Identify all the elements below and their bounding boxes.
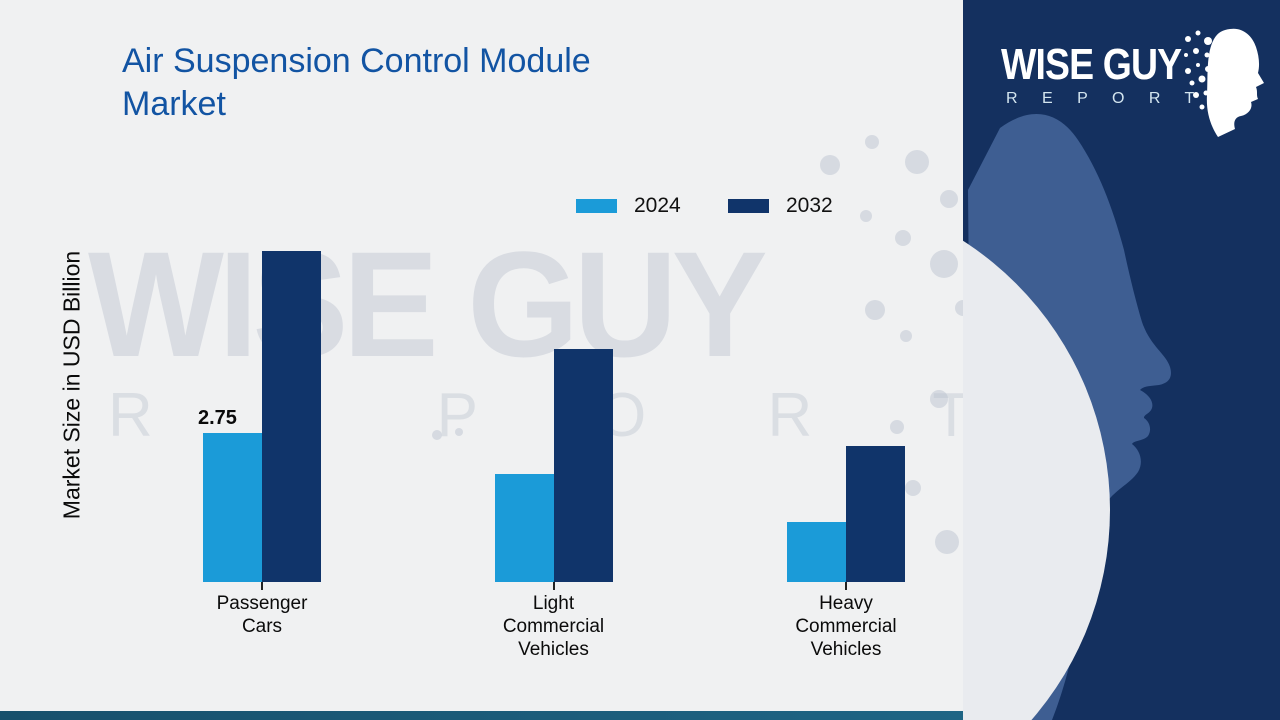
bar-value-label: 2.75 [198, 407, 237, 429]
y-axis-label: Market Size in USD Billion [58, 250, 85, 520]
light-circle [963, 240, 1110, 720]
legend-swatch-2032 [728, 199, 769, 213]
bar-2024-light-commercial-vehicles [494, 474, 554, 582]
watermark-dot [900, 330, 912, 342]
watermark-dot [860, 210, 872, 222]
watermark-dot [890, 420, 904, 434]
legend-item-2032: 2032 [728, 194, 833, 218]
page-title: Air Suspension Control Module Market [122, 42, 591, 123]
watermark-dot [895, 230, 911, 246]
brand-logo-subtext: R E P O R T S [1006, 90, 1240, 107]
category-label-passenger-cars: Passenger Cars [216, 593, 308, 637]
bar-2024-heavy-commercial-vehicles [787, 522, 846, 582]
watermark-dot [930, 390, 948, 408]
category-label-light-commercial-vehicles: Light Commercial Vehicles [502, 593, 605, 660]
head-silhouette-graphic [963, 114, 1171, 720]
x-axis-tick [552, 582, 555, 590]
watermark-dot [865, 300, 885, 320]
watermark-dot [930, 250, 958, 278]
watermark-dot [432, 430, 442, 440]
x-axis-tick [261, 582, 263, 590]
brand-panel: WISE GUY R E P O R T S [963, 0, 1280, 720]
watermark-dot [905, 480, 921, 496]
bar-2032-passenger-cars [262, 251, 321, 582]
watermark-dot [865, 135, 879, 149]
dotted-face-logo-icon [1184, 28, 1264, 138]
brand-logo-text: WISE GUY [1001, 40, 1182, 89]
x-axis-tick [845, 582, 847, 590]
bar-2024-passenger-cars [203, 433, 262, 582]
legend-label-2024: 2024 [634, 194, 681, 217]
legend-swatch-2024 [576, 199, 617, 213]
watermark-dot [935, 530, 959, 554]
legend-label-2032: 2032 [786, 194, 833, 217]
watermark-dot [940, 190, 958, 208]
category-label-heavy-commercial-vehicles: Heavy Commercial Vehicles [795, 593, 897, 660]
watermark-logo-text: WISE GUY [88, 220, 768, 388]
watermark-dot [905, 150, 929, 174]
bar-2032-light-commercial-vehicles [553, 349, 613, 582]
bar-2032-heavy-commercial-vehicles [846, 446, 905, 582]
watermark-dot [820, 155, 840, 175]
watermark-dot [455, 428, 463, 436]
legend-item-2024: 2024 [576, 194, 681, 218]
footer-strip [0, 711, 963, 720]
